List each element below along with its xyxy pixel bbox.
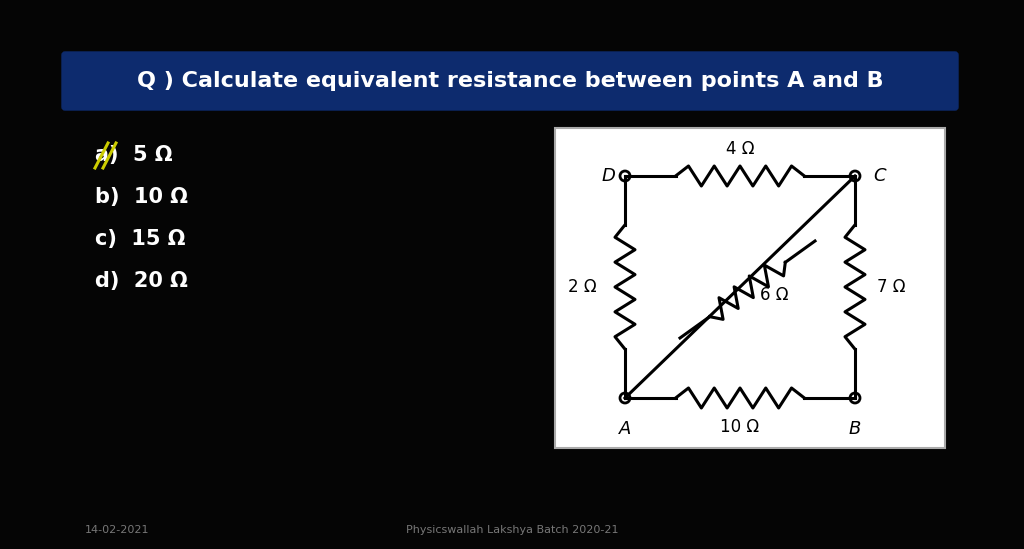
- Text: 10 Ω: 10 Ω: [721, 418, 760, 436]
- Text: B: B: [849, 420, 861, 438]
- Text: 6 Ω: 6 Ω: [760, 285, 788, 304]
- Text: D: D: [601, 167, 615, 185]
- Text: 7 Ω: 7 Ω: [877, 278, 905, 296]
- Text: 4 Ω: 4 Ω: [726, 140, 755, 158]
- Text: Q ) Calculate equivalent resistance between points A and B: Q ) Calculate equivalent resistance betw…: [136, 71, 884, 91]
- FancyBboxPatch shape: [62, 52, 958, 110]
- Text: C: C: [873, 167, 886, 185]
- Text: A: A: [618, 420, 631, 438]
- Text: Physicswallah Lakshya Batch 2020-21: Physicswallah Lakshya Batch 2020-21: [406, 525, 618, 535]
- Text: 2 Ω: 2 Ω: [568, 278, 597, 296]
- FancyBboxPatch shape: [555, 128, 945, 448]
- Text: a)  5 Ω: a) 5 Ω: [95, 145, 173, 165]
- Text: 14-02-2021: 14-02-2021: [85, 525, 150, 535]
- Text: b)  10 Ω: b) 10 Ω: [95, 187, 188, 207]
- Text: d)  20 Ω: d) 20 Ω: [95, 271, 187, 291]
- Text: c)  15 Ω: c) 15 Ω: [95, 229, 185, 249]
